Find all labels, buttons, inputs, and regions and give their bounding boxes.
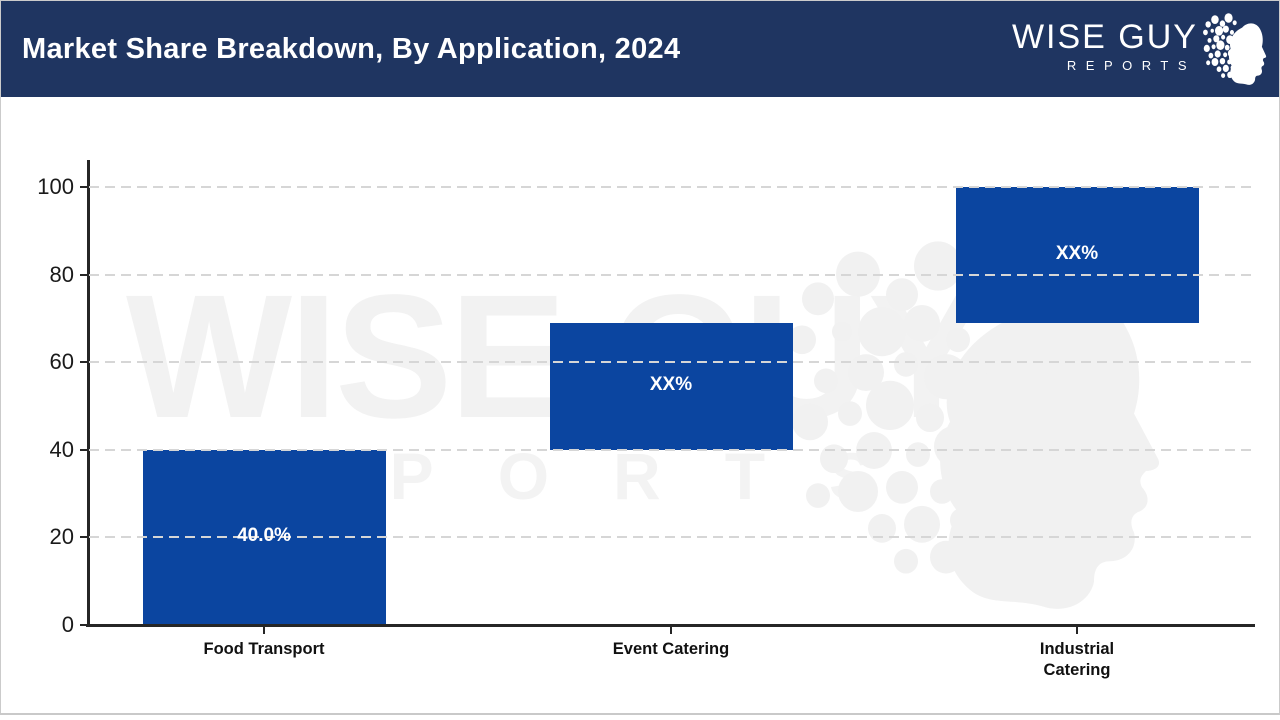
x-category-label: Food Transport <box>203 640 325 658</box>
x-axis <box>86 624 1255 627</box>
x-tick-0 <box>263 627 265 634</box>
x-category-label: Event Catering <box>612 640 730 658</box>
bar-event-catering <box>549 322 793 450</box>
y-tick-label-100: 100 <box>37 174 74 199</box>
bar-value-label: XX% <box>1055 242 1099 264</box>
y-axis <box>87 160 90 627</box>
watermark-layer: WISE GUY REPORTS <box>0 97 1280 715</box>
x-tick-1 <box>670 627 672 634</box>
bar-value-label: XX% <box>649 374 693 396</box>
y-tick-label-40: 40 <box>49 436 74 462</box>
x-category-label: Industrial Catering <box>1039 640 1115 679</box>
wise-guy-reports-logo: WISE GUY REPORTS <box>1012 6 1268 92</box>
y-tick-label-80: 80 <box>49 261 74 287</box>
bar-industrial-catering <box>955 187 1199 323</box>
watermark-head-icon <box>788 241 1160 609</box>
y-tick-label-60: 60 <box>49 349 74 375</box>
gridline-60 <box>89 361 1254 364</box>
gridline-100 <box>89 186 1254 188</box>
x-tick-2 <box>1076 627 1078 634</box>
y-tick-label-20: 20 <box>49 524 74 550</box>
bar-value-label: 40.0% <box>237 525 291 547</box>
page-title: Market Share Breakdown, By Application, … <box>22 33 681 65</box>
bottom-divider <box>0 713 1280 715</box>
logo-head-icon <box>1203 13 1267 85</box>
y-tick-0 <box>80 624 88 626</box>
gridline-80 <box>89 273 1254 276</box>
logo-text: WISE GUY REPORTS <box>1012 18 1198 74</box>
y-tick-60 <box>80 361 88 364</box>
gridline-20 <box>89 536 1254 539</box>
y-tick-100 <box>80 186 88 188</box>
y-tick-40 <box>80 448 88 451</box>
y-tick-label-0: 0 <box>61 612 74 637</box>
y-tick-20 <box>80 536 88 539</box>
logo-reports-label: REPORTS <box>1066 58 1196 73</box>
gridline-40 <box>89 448 1254 451</box>
y-tick-80 <box>80 273 88 276</box>
logo-wiseguy-label: WISE GUY <box>1011 18 1198 56</box>
header-bar: Market Share Breakdown, By Application, … <box>0 0 1280 97</box>
